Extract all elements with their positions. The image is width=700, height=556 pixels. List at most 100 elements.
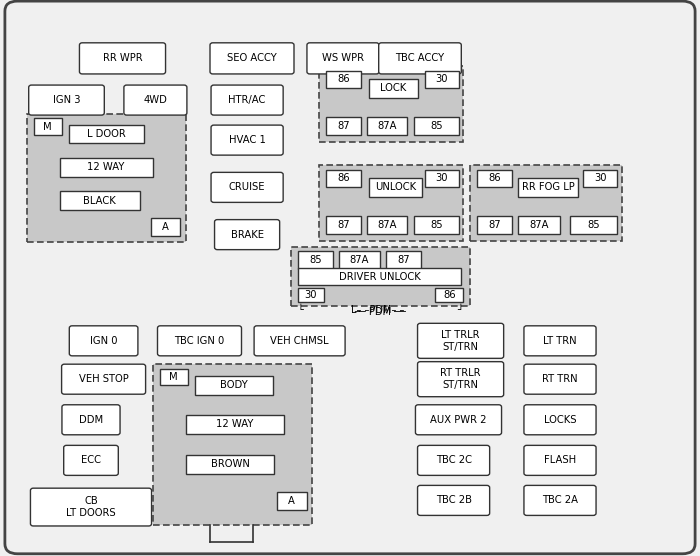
Text: HVAC 1: HVAC 1: [229, 135, 265, 145]
FancyBboxPatch shape: [254, 326, 345, 356]
Bar: [298, 268, 461, 285]
Bar: [326, 170, 361, 187]
Text: 30: 30: [435, 75, 448, 84]
Text: 85: 85: [587, 220, 600, 230]
Text: WS WPR: WS WPR: [322, 53, 364, 63]
Text: L– –PDM– –: L– –PDM– –: [351, 305, 405, 315]
Text: 4WD: 4WD: [144, 95, 167, 105]
Text: 12 WAY: 12 WAY: [216, 419, 253, 429]
Bar: [276, 492, 307, 510]
Bar: [435, 288, 463, 302]
Bar: [27, 114, 186, 242]
Bar: [518, 178, 578, 197]
Text: SEO ACCY: SEO ACCY: [227, 53, 277, 63]
Text: DRIVER UNLOCK: DRIVER UNLOCK: [339, 272, 420, 281]
Bar: [583, 170, 617, 187]
Text: M: M: [169, 372, 178, 382]
Bar: [298, 251, 333, 269]
Text: 87: 87: [337, 220, 350, 230]
Text: BRAKE: BRAKE: [230, 230, 264, 240]
FancyBboxPatch shape: [158, 326, 241, 356]
Bar: [470, 165, 622, 241]
Text: RR WPR: RR WPR: [103, 53, 142, 63]
FancyBboxPatch shape: [210, 43, 294, 74]
FancyBboxPatch shape: [69, 326, 138, 356]
FancyBboxPatch shape: [211, 125, 283, 155]
Bar: [195, 376, 273, 395]
Text: TBC IGN 0: TBC IGN 0: [174, 336, 225, 346]
Bar: [60, 191, 140, 210]
FancyBboxPatch shape: [524, 364, 596, 394]
Text: TBC 2A: TBC 2A: [542, 495, 578, 505]
Text: VEH STOP: VEH STOP: [78, 374, 129, 384]
Text: AUX PWR 2: AUX PWR 2: [430, 415, 486, 425]
Text: FLASH: FLASH: [544, 455, 576, 465]
Text: IGN 3: IGN 3: [52, 95, 80, 105]
Text: RT TRLR
ST/TRN: RT TRLR ST/TRN: [440, 369, 481, 390]
Text: 87: 87: [488, 220, 501, 230]
Bar: [369, 178, 422, 197]
Bar: [298, 288, 324, 302]
Bar: [339, 251, 380, 269]
Text: HTR/AC: HTR/AC: [228, 95, 266, 105]
Text: LT TRLR
ST/TRN: LT TRLR ST/TRN: [442, 330, 480, 351]
Text: RT TRN: RT TRN: [542, 374, 578, 384]
Bar: [367, 216, 407, 234]
Bar: [570, 216, 617, 234]
Text: 87A: 87A: [350, 255, 369, 265]
Text: ┘: ┘: [458, 305, 463, 315]
Bar: [290, 247, 470, 306]
Text: BODY: BODY: [220, 380, 248, 390]
FancyBboxPatch shape: [79, 43, 165, 74]
Text: 85: 85: [430, 220, 443, 230]
Bar: [34, 118, 62, 135]
Text: 30: 30: [304, 290, 317, 300]
Text: BROWN: BROWN: [211, 459, 249, 469]
Bar: [414, 117, 458, 135]
Text: 87: 87: [337, 121, 350, 131]
FancyBboxPatch shape: [417, 485, 490, 515]
Text: CB
LT DOORS: CB LT DOORS: [66, 497, 116, 518]
Text: IGN 0: IGN 0: [90, 336, 118, 346]
Text: TBC 2B: TBC 2B: [435, 495, 472, 505]
Bar: [414, 216, 458, 234]
Text: LT TRN: LT TRN: [543, 336, 577, 346]
Text: └: └: [298, 305, 303, 315]
Text: L DOOR: L DOOR: [87, 129, 125, 139]
Text: TBC 2C: TBC 2C: [435, 455, 472, 465]
Bar: [386, 251, 421, 269]
FancyBboxPatch shape: [524, 326, 596, 356]
FancyBboxPatch shape: [62, 405, 120, 435]
Text: 86: 86: [337, 75, 350, 84]
Text: 30: 30: [435, 173, 448, 183]
Bar: [69, 125, 144, 143]
Text: M: M: [43, 122, 52, 132]
Bar: [319, 165, 463, 241]
Bar: [153, 364, 312, 525]
Text: 85: 85: [309, 255, 322, 265]
Bar: [477, 216, 512, 234]
Text: ECC: ECC: [81, 455, 101, 465]
Bar: [150, 218, 180, 236]
FancyBboxPatch shape: [379, 43, 461, 74]
Bar: [319, 66, 463, 142]
Text: 85: 85: [430, 121, 443, 131]
Bar: [425, 170, 458, 187]
Text: 86: 86: [337, 173, 350, 183]
FancyBboxPatch shape: [211, 172, 283, 202]
Bar: [326, 71, 361, 88]
Text: A: A: [288, 496, 295, 506]
Bar: [367, 117, 407, 135]
FancyBboxPatch shape: [62, 364, 146, 394]
Bar: [186, 455, 274, 474]
FancyBboxPatch shape: [524, 485, 596, 515]
Text: LOCK: LOCK: [380, 83, 407, 93]
Bar: [477, 170, 512, 187]
Text: 30: 30: [594, 173, 606, 183]
Text: 86: 86: [488, 173, 501, 183]
Text: UNLOCK: UNLOCK: [375, 182, 416, 192]
FancyBboxPatch shape: [417, 324, 504, 359]
FancyBboxPatch shape: [214, 220, 279, 250]
Text: TBC ACCY: TBC ACCY: [395, 53, 444, 63]
Bar: [369, 79, 418, 98]
